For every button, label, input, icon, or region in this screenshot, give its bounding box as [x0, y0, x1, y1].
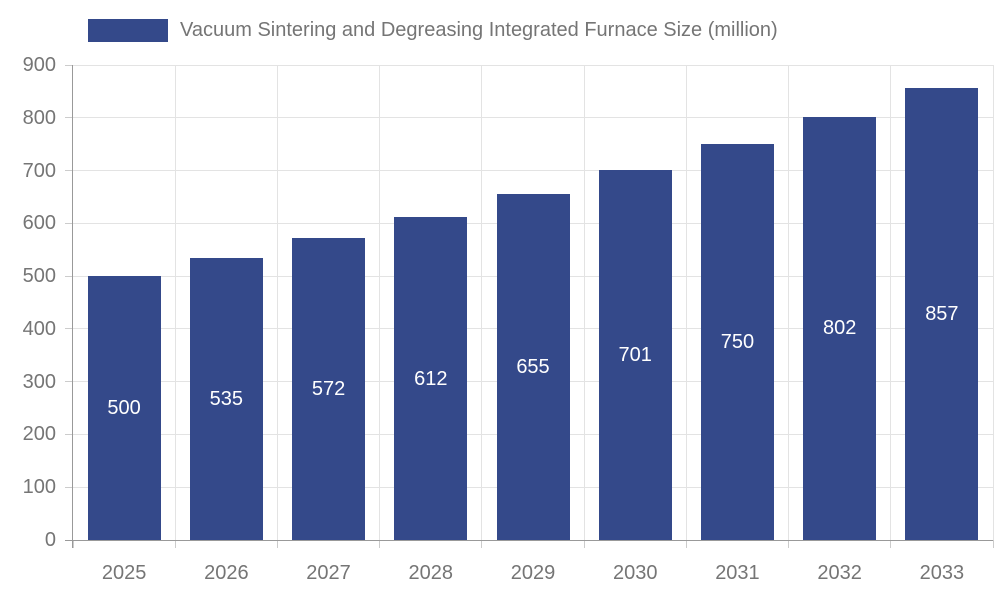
v-gridline — [992, 65, 994, 540]
x-axis-tick-label: 2025 — [101, 562, 147, 584]
bar[interactable] — [700, 144, 774, 540]
y-axis-tick-label: 400 — [22, 317, 56, 340]
bar-value-label: 612 — [414, 367, 448, 390]
x-axis-tick — [992, 540, 994, 548]
y-axis-tick — [65, 433, 73, 435]
y-axis-tick — [65, 117, 73, 119]
y-axis-tick-label: 200 — [22, 423, 56, 446]
x-axis-tick — [276, 540, 278, 548]
h-gridline — [73, 64, 993, 66]
bar-value-label: 750 — [720, 331, 755, 354]
bar[interactable] — [189, 257, 263, 540]
legend-swatch — [88, 19, 168, 42]
legend-item[interactable]: Vacuum Sintering and Degreasing Integrat… — [88, 19, 778, 42]
x-axis-tick — [379, 540, 381, 548]
x-axis-tick — [174, 540, 176, 548]
x-axis-tick-label: 2028 — [408, 562, 454, 584]
y-axis-tick — [65, 170, 73, 172]
y-axis-tick — [65, 222, 73, 224]
x-axis-tick-label: 2027 — [306, 562, 351, 584]
bar[interactable] — [905, 87, 979, 540]
y-axis-tick-label: 500 — [22, 265, 56, 288]
bar-value-label: 535 — [209, 387, 244, 410]
v-gridline — [685, 65, 687, 540]
h-gridline — [73, 117, 993, 119]
bar-value-label: 500 — [107, 397, 141, 420]
v-gridline — [379, 65, 381, 540]
y-axis-tick — [65, 486, 73, 488]
bar[interactable] — [87, 276, 161, 540]
bar-value-label: 572 — [311, 378, 346, 401]
x-axis-tick — [685, 540, 687, 548]
v-gridline — [583, 65, 585, 540]
x-axis-tick-label: 2032 — [817, 562, 862, 584]
bar[interactable] — [803, 116, 877, 540]
x-axis-tick — [72, 540, 74, 548]
x-axis-tick-label: 2033 — [919, 562, 965, 584]
x-axis-tick — [583, 540, 585, 548]
bar[interactable] — [598, 170, 672, 540]
bar-value-label: 857 — [925, 302, 959, 325]
legend-label: Vacuum Sintering and Degreasing Integrat… — [180, 19, 778, 41]
y-axis-tick-label: 300 — [22, 370, 56, 393]
y-axis-tick-label: 600 — [22, 212, 56, 235]
bar-value-label: 802 — [822, 317, 857, 340]
y-axis-tick-label: 0 — [44, 529, 56, 551]
v-gridline — [481, 65, 483, 540]
y-axis-tick — [65, 328, 73, 330]
bar[interactable] — [496, 194, 570, 540]
x-axis-tick-label: 2031 — [715, 562, 760, 584]
bar[interactable] — [292, 238, 366, 540]
y-axis-tick-label: 100 — [22, 476, 56, 499]
h-gridline — [73, 170, 993, 172]
v-gridline — [276, 65, 278, 540]
x-axis-tick — [890, 540, 892, 548]
y-axis-line — [72, 65, 73, 548]
y-axis-tick — [65, 275, 73, 277]
y-axis-tick-label: 800 — [22, 106, 56, 129]
bar-value-label: 655 — [516, 356, 550, 379]
x-axis-line — [65, 540, 993, 541]
y-axis-tick — [65, 64, 73, 66]
y-axis-tick-label: 900 — [22, 54, 56, 76]
v-gridline — [788, 65, 790, 540]
x-axis-tick — [788, 540, 790, 548]
x-axis-tick-label: 2026 — [204, 562, 249, 584]
x-axis-tick — [481, 540, 483, 548]
y-axis-tick-label: 700 — [22, 159, 56, 182]
y-axis-tick — [65, 381, 73, 383]
x-axis-tick-label: 2029 — [510, 562, 556, 584]
bar[interactable] — [394, 217, 468, 540]
v-gridline — [174, 65, 176, 540]
x-axis-tick-label: 2030 — [612, 562, 658, 584]
bar-value-label: 701 — [618, 344, 652, 366]
v-gridline — [890, 65, 892, 540]
